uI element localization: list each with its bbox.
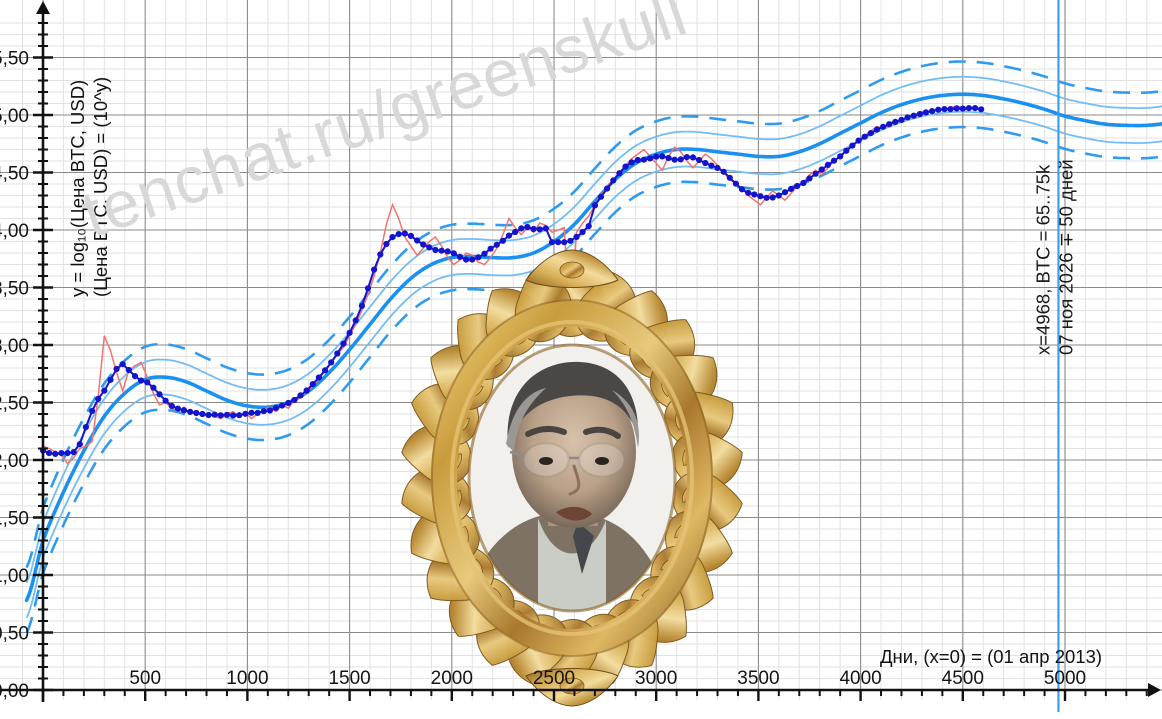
y-tick-label: 5,00 — [0, 106, 29, 127]
y-tick-label: 4,00 — [0, 221, 29, 242]
marker-2026-label-line1: x=4968, BTC = 65..75k — [1032, 164, 1053, 355]
price-series — [39, 104, 985, 465]
x-tick-label: 1500 — [328, 668, 370, 689]
axis-labels: 500 1000 1500 2000 2500 3000 3500 4000 4500 5000 0… — [0, 49, 1102, 703]
marker-2026-label-line2: 07 ноя 2026 ∓ 50 дней — [1055, 159, 1076, 355]
y-tick-label: 5,50 — [0, 49, 29, 70]
y-axis-title-line2: (Цена BTC, USD) = (10^y) — [90, 77, 111, 297]
x-axis-title: Дни, (x=0) = (01 апр 2013) — [880, 646, 1102, 667]
x-tick-label: 3000 — [635, 668, 677, 689]
x-tick-label: 2500 — [533, 668, 575, 689]
y-tick-label: 3,50 — [0, 279, 29, 300]
x-tick-label: 2000 — [431, 668, 473, 689]
x-tick-label: 500 — [129, 668, 161, 689]
model-curves — [24, 60, 1162, 634]
y-tick-label: 2,50 — [0, 394, 29, 415]
y-tick-label: 0,50 — [0, 624, 29, 645]
x-tick-label: 3500 — [737, 668, 779, 689]
x-tick-label: 1000 — [226, 668, 268, 689]
axes — [0, 1, 1161, 702]
y-tick-label: 1,00 — [0, 566, 29, 587]
y-tick-label: 2,00 — [0, 451, 29, 472]
x-tick-label: 5000 — [1044, 668, 1086, 689]
x-tick-label: 4500 — [942, 668, 984, 689]
y-tick-label: 4,50 — [0, 164, 29, 185]
y-axis-title-line1: y = log₁₀(Цена BTC, USD) — [67, 80, 88, 297]
vertical-markers: x=4968, BTC = 65..75k 07 ноя 2026 ∓ 50 дн… — [1032, 0, 1076, 712]
satoshi-portrait — [401, 249, 743, 707]
y-tick-label: 3,00 — [0, 336, 29, 357]
y-tick-label: 1,50 — [0, 509, 29, 530]
x-tick-label: 4000 — [839, 668, 881, 689]
y-tick-label: 0,00 — [0, 681, 29, 702]
